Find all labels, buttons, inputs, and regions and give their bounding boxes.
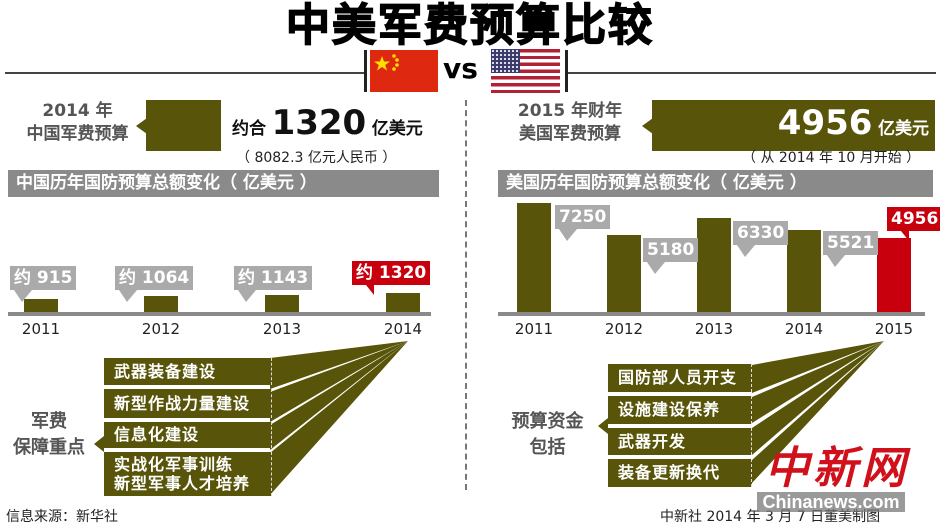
usa-flag-icon bbox=[491, 49, 560, 93]
usa-value-label-2014: 5521 bbox=[823, 231, 879, 267]
china-budget-label: 2014 年 中国军费预算 bbox=[20, 100, 135, 146]
usa-focus-item: 国防部人员开支 bbox=[608, 364, 752, 392]
usa-amount-value: 4956 bbox=[777, 103, 873, 143]
usa-value-label-2013: 6330 bbox=[733, 221, 789, 257]
china-x-tick-2013: 2013 bbox=[262, 320, 302, 338]
china-value-label-2014: 约 1320 bbox=[352, 261, 431, 295]
china-amount-note: （ 8082.3 亿元人民币 ） bbox=[236, 150, 397, 166]
china-focus-item: 信息化建设 bbox=[104, 422, 272, 448]
china-focus-item: 新型作战力量建设 bbox=[104, 389, 272, 418]
usa-x-tick-2011: 2011 bbox=[514, 320, 554, 338]
china-bar-2012 bbox=[144, 296, 178, 312]
china-pointer-box bbox=[146, 100, 221, 151]
usa-x-tick-2014: 2014 bbox=[784, 320, 824, 338]
china-bar-2014 bbox=[386, 293, 420, 312]
usa-amount-unit: 亿美元 bbox=[878, 119, 929, 139]
usa-side-label: 预算资金 包括 bbox=[500, 409, 595, 461]
china-budget-title: 中国军费预算 bbox=[26, 124, 129, 144]
vs-label: vs bbox=[443, 52, 478, 85]
usa-bar-2012 bbox=[607, 235, 641, 312]
china-focus-item: 实战化军事训练 bbox=[114, 455, 234, 474]
china-amount-value: 1320 bbox=[271, 103, 367, 143]
usa-bar-2013 bbox=[697, 218, 731, 312]
china-x-axis bbox=[8, 312, 431, 316]
header-rule-right bbox=[568, 72, 936, 74]
china-bar-2011 bbox=[24, 299, 58, 312]
china-side-label: 军费 保障重点 bbox=[4, 409, 94, 461]
usa-bar-2015 bbox=[877, 238, 911, 312]
china-focus-item: 武器装备建设 bbox=[104, 358, 272, 385]
china-focus-item: 新型军事人才培养 bbox=[114, 474, 251, 493]
usa-focus-item: 武器开发 bbox=[608, 428, 752, 455]
usa-focus-item: 装备更新换代 bbox=[608, 459, 752, 487]
usa-amount-note: （ 从 2014 年 10 月开始 ） bbox=[742, 150, 921, 166]
usa-amount-box: 4956 亿美元 bbox=[652, 100, 935, 151]
usa-x-tick-2012: 2012 bbox=[604, 320, 644, 338]
usa-budget-label: 2015 年财年 美国军费预算 bbox=[505, 100, 635, 146]
header-bracket-right bbox=[565, 50, 568, 92]
china-amount-prefix: 约合 bbox=[232, 119, 266, 139]
usa-year: 2015 年财年 bbox=[517, 101, 623, 121]
usa-focus-item: 设施建设保养 bbox=[608, 396, 752, 424]
china-x-tick-2011: 2011 bbox=[21, 320, 61, 338]
china-side-label-line2: 保障重点 bbox=[13, 437, 85, 458]
usa-value-label-2011: 7250 bbox=[555, 205, 611, 241]
usa-pointer-arrow bbox=[642, 118, 653, 134]
usa-x-axis bbox=[498, 312, 925, 316]
usa-side-label-line1: 预算资金 bbox=[511, 411, 584, 432]
chinanews-logo: 中新网 bbox=[765, 443, 909, 494]
china-year: 2014 年 bbox=[42, 101, 113, 121]
china-bar-2013 bbox=[265, 295, 299, 312]
chinanews-watermark-bar: Chinanews.com bbox=[757, 492, 905, 512]
usa-chart-heading: 美国历年国防预算总额变化（ 亿美元 ） bbox=[498, 170, 933, 197]
china-focus-item-multi: 实战化军事训练 新型军事人才培养 bbox=[104, 452, 272, 496]
usa-x-tick-2013: 2013 bbox=[694, 320, 734, 338]
china-x-tick-2014: 2014 bbox=[383, 320, 423, 338]
header-rule-left bbox=[5, 72, 365, 74]
usa-bar-2011 bbox=[517, 203, 551, 312]
usa-value-label-2012: 5180 bbox=[643, 238, 699, 274]
china-value-label-2011: 约 915 bbox=[10, 266, 77, 302]
usa-value-label-2015: 4956 bbox=[887, 207, 940, 241]
china-list-pointer bbox=[94, 436, 104, 452]
china-value-label-2012: 约 1064 bbox=[115, 266, 194, 302]
header-bracket-left bbox=[364, 50, 367, 92]
china-pointer-arrow bbox=[136, 118, 147, 134]
credit-note: 中新社 2014 年 3 月 7 日董美制图 bbox=[660, 509, 881, 525]
usa-bar-2014 bbox=[787, 230, 821, 312]
china-side-label-line1: 军费 bbox=[31, 411, 67, 432]
china-chart-heading: 中国历年国防预算总额变化（ 亿美元 ） bbox=[8, 170, 439, 197]
china-value-label-2013: 约 1143 bbox=[234, 266, 313, 302]
page-title: 中美军费预算比较 bbox=[285, 0, 654, 52]
usa-list-pointer bbox=[598, 418, 608, 434]
usa-x-tick-2015: 2015 bbox=[874, 320, 914, 338]
china-amount: 约合 1320 亿美元 bbox=[232, 103, 423, 143]
center-divider bbox=[465, 100, 467, 490]
usa-fan-graphic bbox=[752, 341, 884, 483]
china-flag-icon bbox=[370, 50, 438, 92]
usa-budget-title: 美国军费预算 bbox=[519, 124, 621, 144]
china-fan-graphic bbox=[270, 341, 408, 495]
china-amount-unit: 亿美元 bbox=[371, 119, 423, 139]
china-x-tick-2012: 2012 bbox=[141, 320, 181, 338]
usa-amount: 4956 亿美元 bbox=[778, 103, 929, 143]
source-note: 信息来源：新华社 bbox=[6, 509, 118, 525]
usa-side-label-line2: 包括 bbox=[529, 437, 566, 458]
